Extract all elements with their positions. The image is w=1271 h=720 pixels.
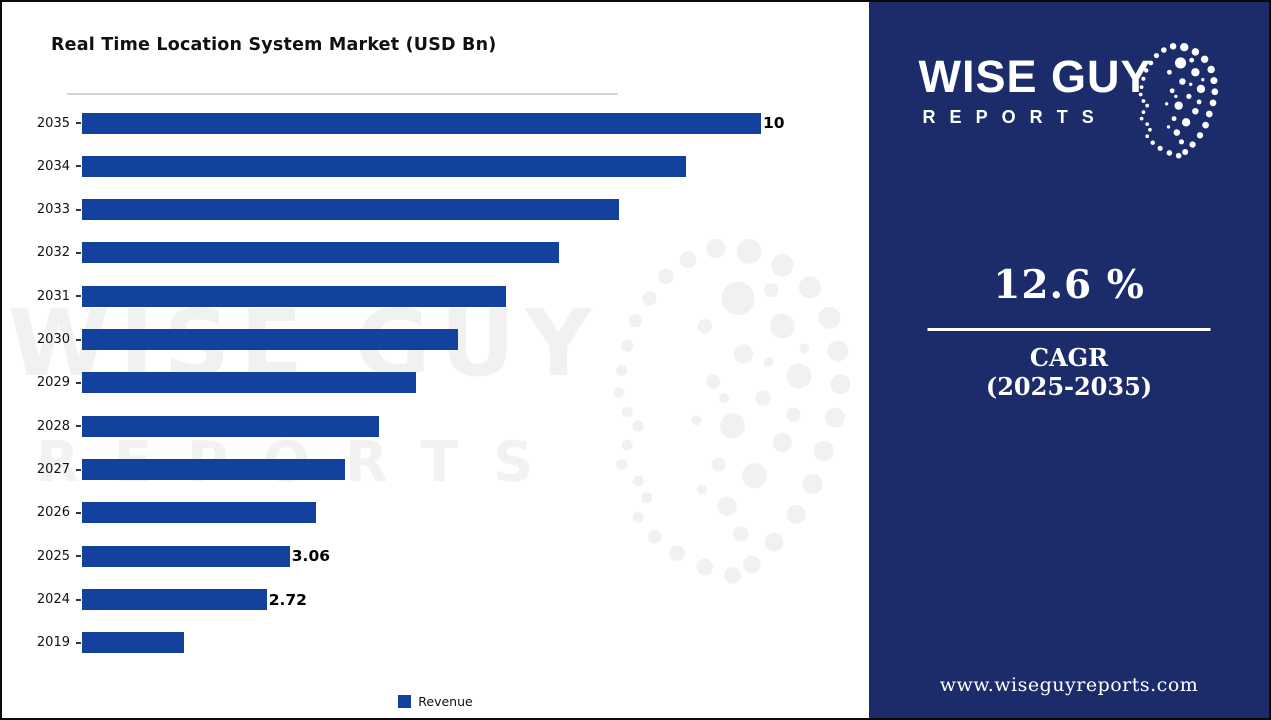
chart-bar-row: 2030	[24, 329, 861, 351]
revenue-bar	[82, 545, 290, 567]
y-axis-tick-label: 2032	[36, 245, 70, 261]
revenue-bar	[82, 112, 761, 134]
bar-value-label: 3.06	[291, 547, 331, 566]
axis-tick-mark	[76, 468, 81, 471]
axis-tick-mark	[76, 165, 81, 168]
y-axis-tick-label: 2029	[36, 375, 70, 391]
chart-bar-row: 2032	[24, 242, 861, 264]
y-axis-tick-label: 2030	[36, 332, 70, 348]
y-axis-tick-label: 2024	[36, 592, 70, 608]
y-axis-tick-label: 2025	[36, 548, 70, 564]
axis-tick-mark	[76, 295, 81, 298]
revenue-bar	[82, 285, 506, 307]
revenue-bar	[82, 242, 559, 264]
chart-bar-row: 2029	[24, 372, 861, 394]
revenue-bar	[82, 632, 184, 654]
chart-bar-row: 2031	[24, 285, 861, 307]
bar-chart: 2035 10 2034 2033 2032 2031 2030 2029 2028 2027 20…	[24, 112, 861, 654]
y-axis-tick-label: 2027	[36, 462, 70, 478]
logo-wordmark: WISE GUY	[918, 51, 1152, 102]
axis-tick-mark	[76, 425, 81, 428]
chart-bar-row: 2024 2.72	[24, 589, 861, 611]
logo-subtitle: REPORTS	[922, 107, 1108, 127]
legend-label: Revenue	[418, 694, 473, 709]
y-axis-tick-label: 2031	[36, 288, 70, 304]
axis-tick-mark	[76, 208, 81, 211]
revenue-bar	[82, 199, 620, 221]
bar-value-label: 2.72	[268, 590, 307, 609]
chart-bar-row: 2026	[24, 502, 861, 524]
chart-bar-row: 2034	[24, 155, 861, 177]
cagr-value: 12.6 %	[993, 262, 1145, 308]
logo-text: WISE GUY REPORTS	[918, 40, 1151, 128]
revenue-bar	[82, 329, 459, 351]
cagr-label-line1: CAGR	[1029, 343, 1109, 372]
dotted-head-logo-icon	[1138, 43, 1219, 159]
info-pane: WISE GUY REPORTS 12.6 % CAGR (2025-2035)…	[869, 2, 1269, 718]
axis-tick-mark	[76, 598, 81, 601]
axis-tick-mark	[76, 251, 81, 254]
y-axis-tick-label: 2026	[36, 505, 70, 521]
axis-tick-mark	[76, 122, 81, 124]
y-axis-tick-label: 2035	[36, 115, 70, 131]
revenue-bar	[82, 502, 317, 524]
chart-legend: Revenue	[2, 694, 869, 709]
revenue-bar	[82, 155, 687, 177]
wise-guy-reports-logo: WISE GUY REPORTS	[918, 40, 1219, 162]
y-axis-tick-label: 2034	[36, 158, 70, 174]
revenue-bar	[82, 589, 267, 611]
chart-bar-row: 2028	[24, 415, 861, 437]
chart-bar-row: 2035 10	[24, 112, 861, 134]
title-divider	[67, 93, 618, 95]
chart-bar-row: 2019	[24, 632, 861, 654]
bar-value-label: 10	[763, 114, 785, 132]
chart-bar-row: 2033	[24, 199, 861, 221]
cagr-label: CAGR (2025-2035)	[869, 343, 1269, 402]
chart-bar-row: 2025 3.06	[24, 545, 861, 567]
axis-tick-mark	[76, 338, 81, 341]
chart-title: Real Time Location System Market (USD Bn…	[51, 35, 497, 55]
chart-bar-row: 2027	[24, 459, 861, 481]
axis-tick-mark	[76, 511, 81, 514]
chart-pane: WISE GUY REPORTS Real Time Location Syst…	[2, 2, 869, 718]
revenue-bar	[82, 459, 346, 481]
y-axis-tick-label: 2033	[36, 202, 70, 218]
axis-tick-mark	[76, 555, 81, 558]
legend-swatch	[398, 695, 412, 708]
axis-tick-mark	[76, 641, 81, 644]
revenue-bar	[82, 372, 417, 394]
revenue-bar	[82, 415, 379, 437]
website-url[interactable]: www.wiseguyreports.com	[939, 674, 1199, 696]
cagr-label-line2: (2025-2035)	[985, 372, 1153, 402]
y-axis-tick-label: 2019	[36, 635, 70, 651]
axis-tick-mark	[76, 381, 81, 384]
cagr-divider	[927, 328, 1211, 331]
y-axis-tick-label: 2028	[36, 418, 70, 434]
